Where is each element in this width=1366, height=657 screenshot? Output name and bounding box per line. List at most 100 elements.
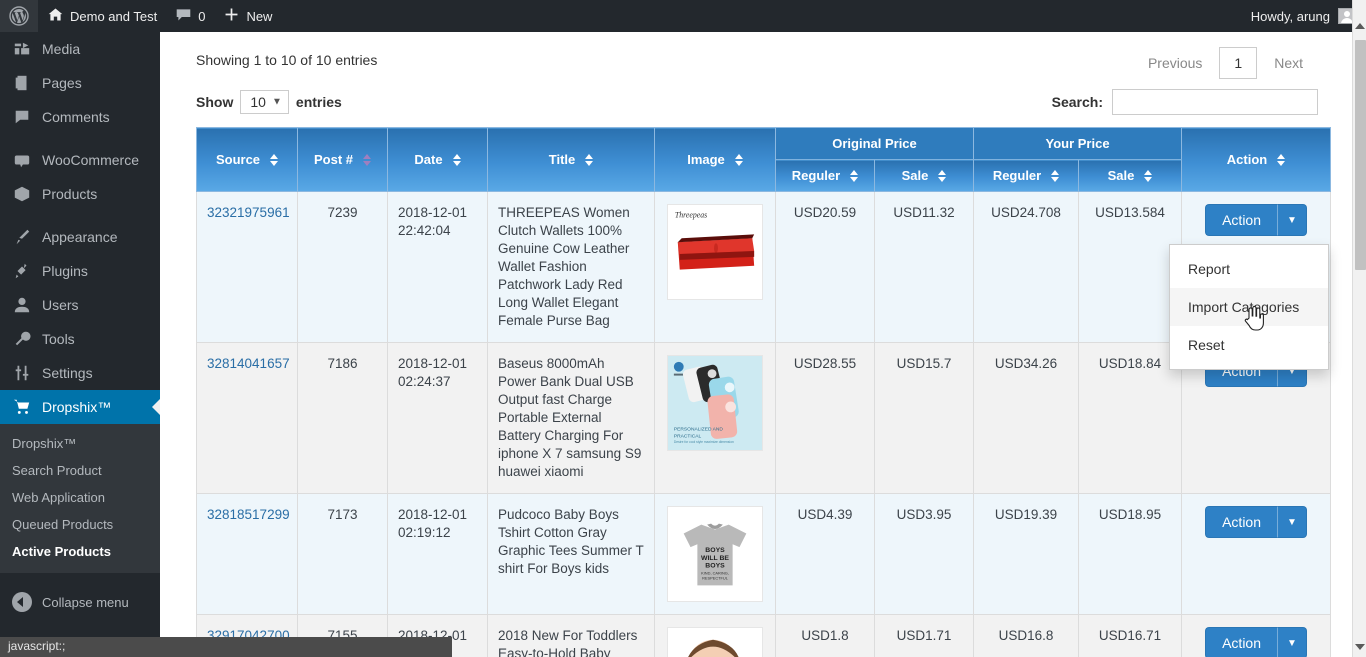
cell-action: Action ▼ [1181, 493, 1332, 615]
site-name-button[interactable]: Demo and Test [38, 0, 166, 32]
plus-icon [223, 6, 240, 26]
table-body: 32321975961 7239 2018-12-01 22:42:04 THR… [196, 191, 1332, 657]
next-page-button[interactable]: Next [1274, 55, 1303, 71]
cell-original-sale: USD3.95 [873, 493, 975, 615]
table-row: 32321975961 7239 2018-12-01 22:42:04 THR… [196, 191, 1332, 343]
action-button-group: Action ▼ [1205, 204, 1307, 236]
wordpress-logo-button[interactable] [0, 0, 38, 32]
col-post[interactable]: Post # [297, 127, 388, 192]
svg-text:PRACTICAL: PRACTICAL [674, 433, 702, 439]
col-source[interactable]: Source [196, 127, 298, 192]
col-group-your-price: Your Price [973, 127, 1183, 160]
submenu-item-web-application[interactable]: Web Application [12, 490, 105, 505]
red-leather-wallet-product-image: Threepeas [667, 204, 763, 300]
site-name-label: Demo and Test [70, 8, 158, 24]
col-title[interactable]: Title [487, 127, 655, 192]
page-number-button[interactable]: 1 [1219, 47, 1258, 79]
baseus-power-bank-product-image: PERSONALIZED AND PRACTICAL Desire for co… [667, 355, 763, 451]
svg-text:WILL BE: WILL BE [701, 555, 729, 562]
account-menu[interactable]: Howdy, arung [1251, 8, 1366, 24]
sort-icon [585, 153, 594, 166]
new-content-button[interactable]: New [214, 0, 281, 32]
source-link[interactable]: 32818517299 [207, 507, 290, 522]
sort-icon [1051, 169, 1060, 182]
table-row: 32818517299 7173 2018-12-01 02:19:12 Pud… [196, 493, 1332, 615]
action-button[interactable]: Action [1205, 204, 1278, 236]
col-original-regular-label: Reguler [791, 168, 841, 183]
action-button[interactable]: Action [1205, 627, 1278, 657]
collapse-arrow-icon [12, 592, 32, 612]
sort-icon [363, 153, 371, 166]
sidebar-item-media[interactable]: Media [0, 32, 160, 66]
sidebar-item-pages[interactable]: Pages [0, 66, 160, 100]
browser-status-bar: javascript:; [0, 637, 452, 657]
sidebar-item-settings[interactable]: Settings [0, 356, 160, 390]
col-date[interactable]: Date [387, 127, 488, 192]
comments-button[interactable]: 0 [166, 0, 214, 32]
sidebar-item-label: Pages [42, 75, 82, 91]
col-your-sale[interactable]: Sale [1078, 159, 1183, 192]
col-original-regular[interactable]: Reguler [775, 159, 875, 192]
sidebar-item-tools[interactable]: Tools [0, 322, 160, 356]
table-container: Source Post # Date Title [160, 115, 1352, 657]
entries-label: entries [295, 94, 342, 110]
new-label: New [246, 8, 273, 24]
showing-entries-info: Showing 1 to 10 of 10 entries [196, 52, 378, 68]
submenu-item-search-product[interactable]: Search Product [12, 463, 102, 478]
sidebar-item-users[interactable]: Users [0, 288, 160, 322]
entries-select[interactable]: 10 ▼ [240, 90, 289, 114]
cell-your-sale: USD13.584 [1078, 191, 1183, 343]
woocommerce-icon [12, 150, 32, 170]
cell-title: Baseus 8000mAh Power Bank Dual USB Outpu… [487, 342, 655, 494]
col-action[interactable]: Action [1181, 127, 1332, 192]
page-scrollbar[interactable] [1352, 0, 1366, 657]
dropdown-item-report[interactable]: Report [1188, 261, 1231, 277]
sidebar-item-woocommerce[interactable]: WooCommerce [0, 143, 160, 177]
sidebar-item-plugins[interactable]: Plugins [0, 254, 160, 288]
collapse-menu-button[interactable]: Collapse menu [0, 585, 160, 619]
scrollbar-thumb[interactable] [1355, 40, 1366, 270]
dropdown-item-reset[interactable]: Reset [1188, 337, 1225, 353]
source-link[interactable]: 32321975961 [207, 205, 290, 220]
sidebar-item-comments[interactable]: Comments [0, 100, 160, 134]
scroll-up-button[interactable] [1353, 18, 1366, 34]
action-dropdown-toggle[interactable]: ▼ [1277, 627, 1307, 657]
pagination: Previous 1 Next [1133, 47, 1318, 79]
action-dropdown-toggle[interactable]: ▼ [1277, 506, 1307, 538]
submenu-item-active-products[interactable]: Active Products [12, 544, 111, 559]
cell-original-sale: USD11.32 [873, 191, 975, 343]
col-your-regular-label: Reguler [992, 168, 1042, 183]
sort-icon [1144, 169, 1153, 182]
col-your-regular[interactable]: Reguler [973, 159, 1080, 192]
sidebar-item-products[interactable]: Products [0, 177, 160, 211]
sidebar-item-appearance[interactable]: Appearance [0, 220, 160, 254]
source-link[interactable]: 32814041657 [207, 356, 290, 371]
col-image-label: Image [687, 152, 725, 167]
search-input[interactable] [1112, 89, 1318, 115]
cell-your-sale: USD18.95 [1078, 493, 1183, 615]
previous-page-button[interactable]: Previous [1147, 55, 1203, 71]
submenu-item-queued-products[interactable]: Queued Products [12, 517, 114, 532]
submenu-item-dropshix[interactable]: Dropshix™ [12, 436, 77, 451]
sort-icon [938, 169, 947, 182]
users-person-icon [12, 295, 32, 315]
table-header-row-sub: Reguler Sale Reguler Sale [197, 159, 1331, 192]
cell-post: 7186 [297, 342, 388, 494]
scroll-down-button[interactable] [1353, 639, 1366, 655]
col-post-label: Post # [313, 152, 353, 167]
entries-selector: Show 10 ▼ entries [196, 90, 342, 114]
col-image[interactable]: Image [654, 127, 776, 192]
settings-sliders-icon [12, 363, 32, 383]
sidebar-item-dropshix[interactable]: Dropshix™ [0, 390, 160, 424]
dropdown-item-import-categories[interactable]: Import Categories [1170, 288, 1328, 326]
sidebar-item-label: Media [42, 41, 81, 57]
submenu-arrow-icon [152, 399, 160, 415]
col-original-sale[interactable]: Sale [873, 159, 975, 192]
action-button[interactable]: Action [1205, 506, 1278, 538]
sort-icon [850, 169, 859, 182]
svg-text:Threepeas: Threepeas [675, 211, 707, 220]
cell-image [654, 614, 776, 657]
action-dropdown-toggle[interactable]: ▼ [1277, 204, 1307, 236]
tools-wrench-icon [12, 329, 32, 349]
cell-original-sale: USD15.7 [873, 342, 975, 494]
